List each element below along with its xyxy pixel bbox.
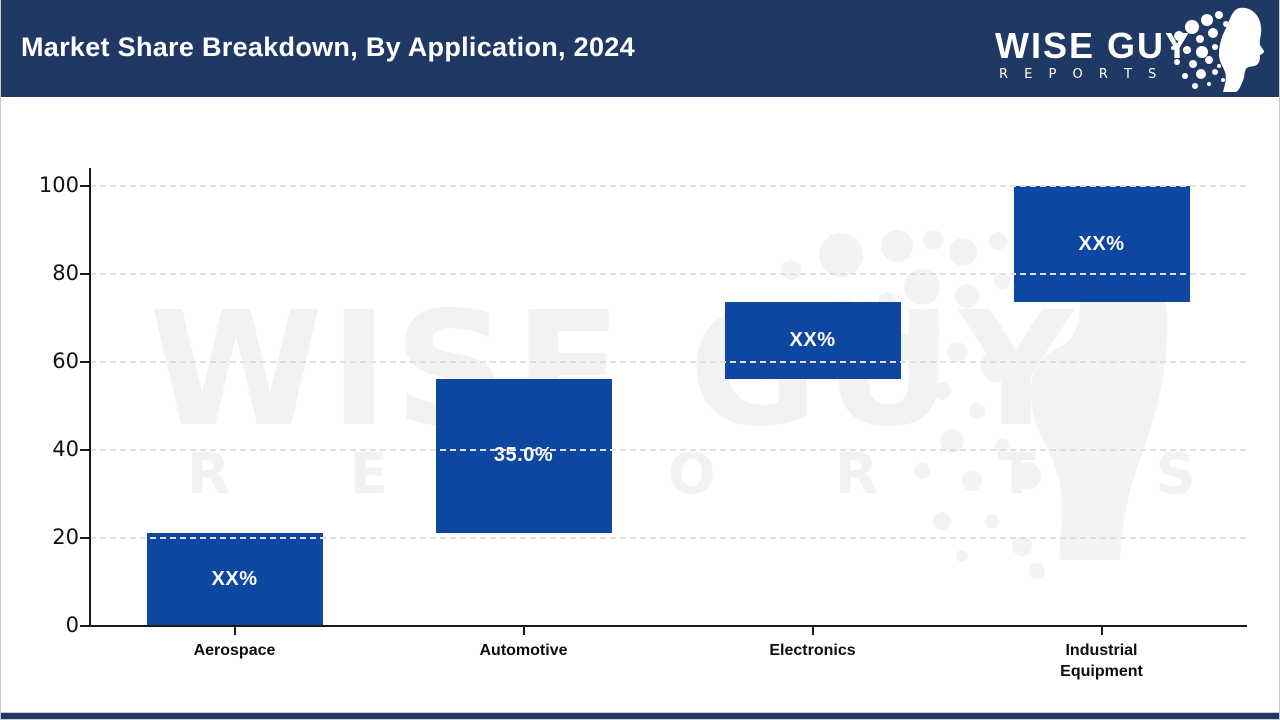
bar-value-label: XX% [211, 567, 258, 590]
y-tick-mark-20 [80, 537, 89, 539]
x-tick-mark-0 [233, 627, 236, 635]
bar-industrial-equipment: XX% [1013, 186, 1190, 302]
category-label-2: Electronics [769, 642, 856, 659]
y-tick-mark-40 [80, 449, 89, 451]
bar-value-label: XX% [789, 328, 836, 351]
bar-aerospace: XX% [146, 532, 323, 626]
x-tick-mark-2 [811, 627, 814, 635]
y-tick-mark-100 [80, 185, 89, 187]
logo-face-icon [1171, 7, 1264, 92]
watermark-text-line1: WISE GUY [149, 278, 1080, 462]
bar-value-label: 35.0% [493, 444, 554, 467]
gridline-60 [90, 361, 1246, 363]
bar-automotive: 35.0% [435, 378, 612, 533]
y-tick-label-0: 0 [65, 613, 79, 637]
footer-bar [1, 712, 1279, 719]
y-tick-mark-60 [80, 361, 89, 363]
category-label-3: Industrial Equipment [1060, 642, 1143, 680]
y-tick-label-100: 100 [38, 173, 79, 197]
gridline-80 [90, 273, 1246, 275]
y-tick-label-80: 80 [52, 261, 79, 285]
y-tick-label-40: 40 [52, 437, 79, 461]
y-axis-line [89, 168, 91, 627]
y-tick-label-60: 60 [52, 349, 79, 373]
page-title: Market Share Breakdown, By Application, … [21, 32, 635, 62]
header-bar: Market Share Breakdown, By Application, … [1, 0, 1279, 97]
wiseguy-logo: WISE GUY R E P O R T S [995, 6, 1265, 92]
gridline-20 [90, 537, 1246, 539]
gridline-40 [90, 449, 1246, 451]
y-tick-mark-80 [80, 273, 89, 275]
y-tick-label-20: 20 [52, 525, 79, 549]
logo-wordmark: WISE GUY R E P O R T S [994, 25, 1191, 83]
category-label-1: Automotive [479, 642, 568, 659]
y-tick-mark-0 [80, 625, 89, 627]
x-tick-mark-1 [522, 627, 525, 635]
bar-value-label: XX% [1078, 232, 1125, 255]
x-tick-mark-3 [1100, 627, 1103, 635]
x-axis-line [89, 625, 1247, 627]
bar-electronics: XX% [724, 301, 901, 379]
category-label-0: Aerospace [193, 642, 276, 659]
watermark-text-line2: R E P O R T S [187, 442, 1246, 507]
gridline-100 [90, 185, 1246, 187]
